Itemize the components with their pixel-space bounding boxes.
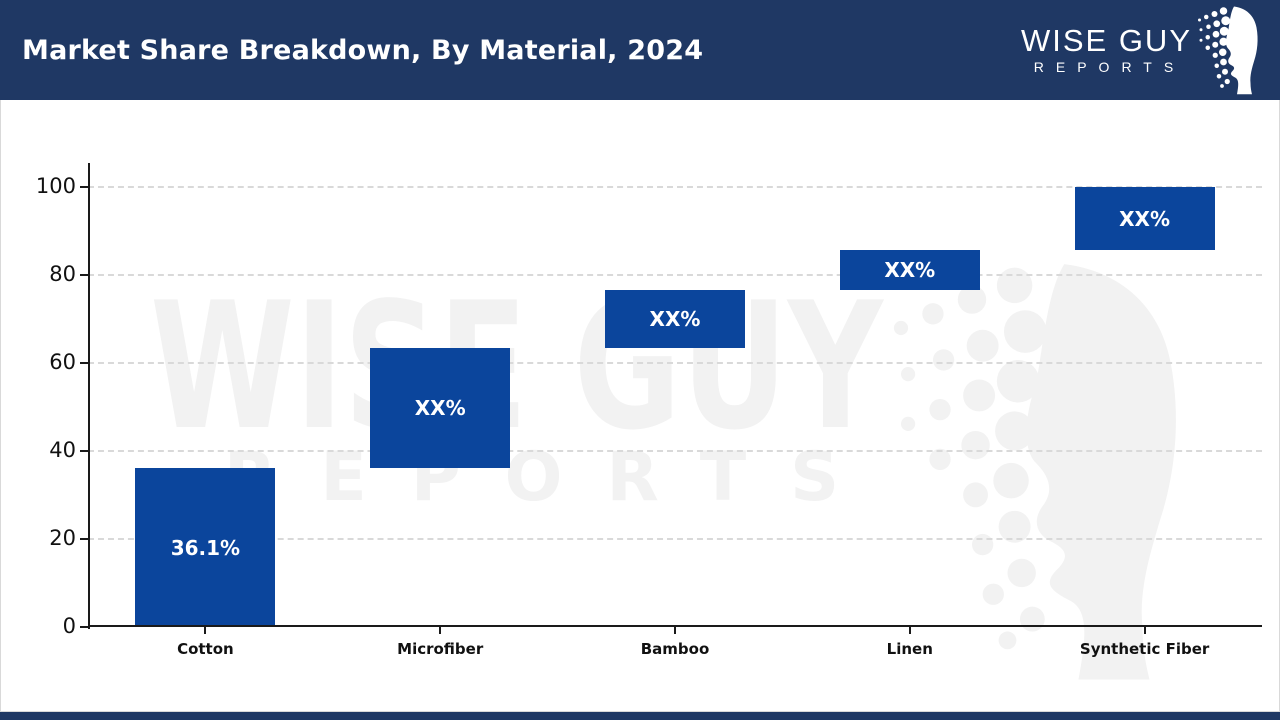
footer-band [0,712,1280,720]
waterfall-bar: XX% [605,289,745,348]
x-tick-mark [674,627,676,634]
bar-value-label: XX% [884,258,936,283]
x-tick-mark [204,627,207,634]
y-tick-mark [80,186,88,188]
y-tick-label: 100 [35,174,76,198]
gridline [88,538,1262,540]
logo-head-icon [1178,5,1266,95]
bar-value-label: 36.1% [170,535,241,560]
y-tick-mark [80,362,88,364]
y-tick-label: 20 [49,526,76,550]
watermark-wordmark: WISE GUY [150,266,883,469]
x-tick-mark [439,627,442,634]
y-tick-mark [80,450,88,452]
waterfall-bar: XX% [370,347,511,469]
y-axis-spine [88,163,90,629]
logo-text: WISE GUY REPORTS [1021,25,1192,75]
waterfall-bar: 36.1% [135,468,276,627]
y-tick-label: 80 [49,262,76,286]
waterfall-bar: XX% [839,250,980,290]
x-axis-category-label: Bamboo [640,640,710,658]
bar-value-label: XX% [1119,206,1171,231]
bar-value-label: XX% [649,306,701,331]
waterfall-bar: XX% [1074,187,1215,251]
x-tick-mark [1143,627,1146,634]
gridline [88,186,1262,188]
bar-value-label: XX% [414,395,466,420]
x-axis-category-label: Synthetic Fiber [1079,640,1210,658]
x-axis-category-label: Cotton [177,640,234,658]
watermark-subtitle: REPORTS [224,438,884,517]
chart-title: Market Share Breakdown, By Material, 202… [22,34,704,66]
x-tick-mark [908,627,911,634]
logo-subtitle: REPORTS [1033,58,1186,75]
watermark-head-icon [830,235,1185,705]
header-band: Market Share Breakdown, By Material, 202… [0,0,1280,100]
x-axis-category-label: Microfiber [397,640,484,658]
logo-wordmark: WISE GUY [1020,23,1192,59]
wise-guy-reports-logo: WISE GUY REPORTS [1021,5,1266,95]
y-tick-label: 0 [62,614,76,638]
y-tick-label: 60 [49,350,76,374]
y-tick-label: 40 [49,438,76,462]
gridline [88,362,1262,364]
gridline [88,274,1262,276]
gridline [88,450,1262,452]
x-axis-category-label: Linen [886,640,933,658]
y-tick-mark [80,274,88,276]
y-tick-mark [80,538,88,540]
x-axis-spine [88,625,1262,627]
y-tick-mark [80,626,88,628]
